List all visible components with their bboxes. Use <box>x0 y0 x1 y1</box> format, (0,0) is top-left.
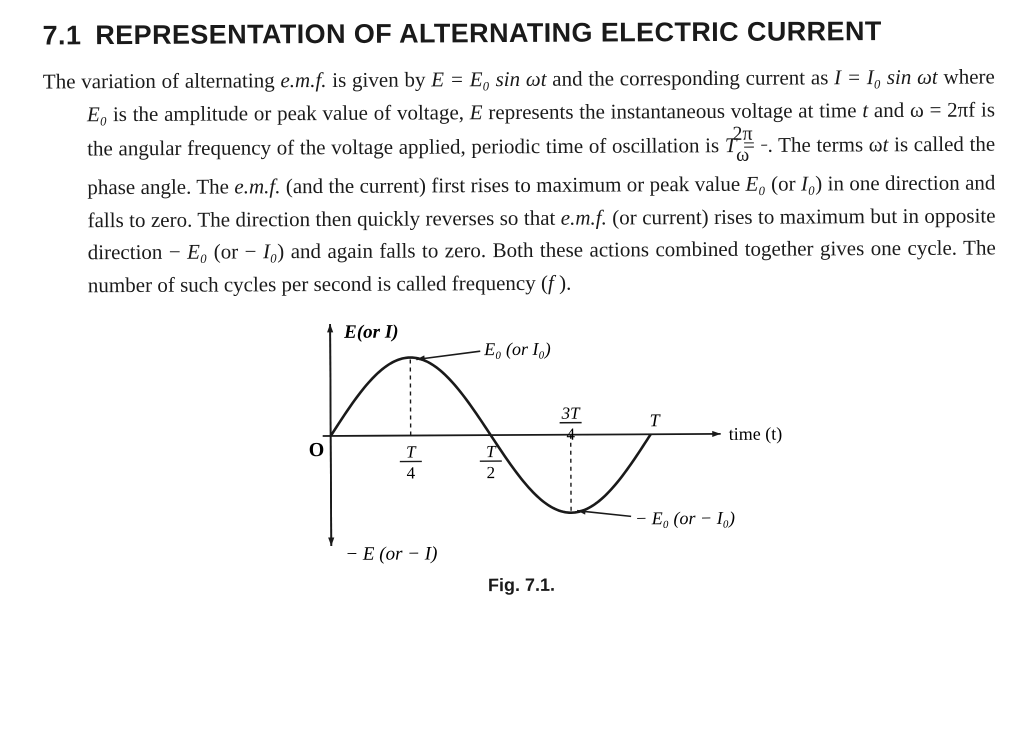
emf-term: e.m.f. <box>561 205 607 229</box>
var: E₀ <box>87 102 107 126</box>
emf-term: e.m.f. <box>280 68 326 92</box>
svg-text:3T: 3T <box>561 404 582 423</box>
equation: I = I₀ sin ωt <box>834 65 938 90</box>
text: and <box>868 97 910 121</box>
text: and the corresponding current as <box>546 65 834 91</box>
var: E <box>470 100 483 124</box>
section-heading: 7.1 REPRESENTATION OF ALTERNATING ELECTRI… <box>43 15 995 51</box>
svg-text:4: 4 <box>407 464 416 483</box>
section-title: REPRESENTATION OF ALTERNATING ELECTRIC C… <box>95 16 882 50</box>
svg-text:T: T <box>406 443 417 462</box>
svg-text:time (t): time (t) <box>729 424 783 445</box>
var: I₀ <box>263 239 277 263</box>
text: represents the instantaneous voltage at … <box>483 98 863 124</box>
equation: E = E₀ sin ωt <box>431 67 546 92</box>
svg-text:T: T <box>650 410 662 430</box>
svg-text:O: O <box>309 439 325 461</box>
text: is the amplitude or peak value of voltag… <box>107 100 470 126</box>
figure-caption: Fig. 7.1. <box>45 573 997 599</box>
svg-text:− E (or − I): − E (or − I) <box>345 544 437 565</box>
var: E₀ <box>745 172 765 196</box>
svg-text:T: T <box>486 442 497 461</box>
body-paragraph: The variation of alternating e.m.f. is g… <box>43 60 996 301</box>
section-number: 7.1 <box>43 20 82 51</box>
text: where <box>938 64 995 88</box>
text: . The terms ω <box>768 132 883 157</box>
svg-text:− E₀ (or − I₀): − E₀ (or − I₀) <box>635 508 735 530</box>
page: 7.1 REPRESENTATION OF ALTERNATING ELECTRI… <box>0 0 1024 609</box>
sine-figure: O E(or I) − E (or − I) time (t) E₀ (or I₀) − … <box>240 304 801 572</box>
svg-text:4: 4 <box>566 425 575 444</box>
svg-text:E₀ (or I₀): E₀ (or I₀) <box>483 339 551 360</box>
denominator: ω <box>762 146 768 166</box>
emf-term: e.m.f. <box>234 174 280 198</box>
text: (or − <box>207 239 263 263</box>
svg-text:2: 2 <box>487 463 496 482</box>
text: is given by <box>326 67 431 92</box>
text: The variation of alternating <box>43 68 281 93</box>
figure-wrapper: O E(or I) − E (or − I) time (t) E₀ (or I₀) − … <box>44 303 998 599</box>
var: I₀ <box>801 171 815 195</box>
svg-text:E(or I): E(or I) <box>343 322 398 343</box>
var: E₀ <box>187 240 207 264</box>
numerator: 2π <box>761 125 767 146</box>
equation: ω = 2πf <box>910 97 975 121</box>
text: (and the current) first rises to maximum… <box>280 172 745 198</box>
text: ). <box>554 270 572 294</box>
text: (or <box>766 171 801 195</box>
fraction-2pi-omega: 2πω <box>761 125 767 166</box>
